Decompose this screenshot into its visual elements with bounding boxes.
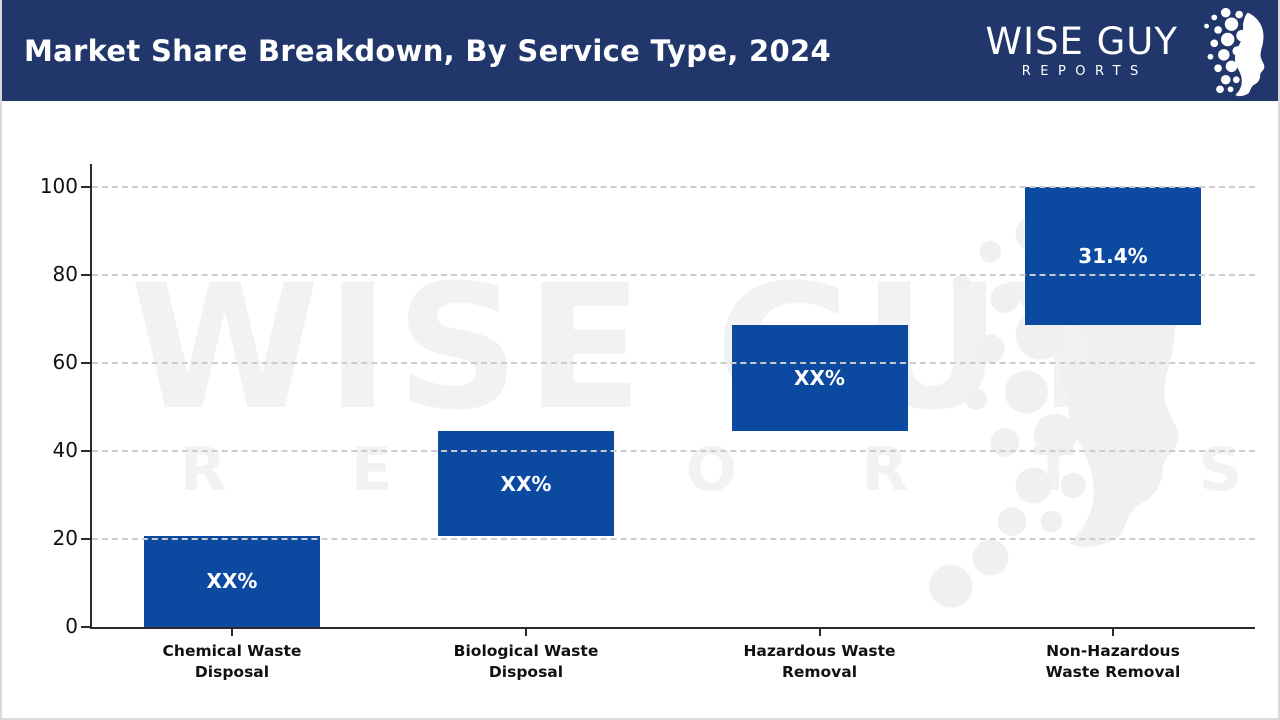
y-axis-tick bbox=[81, 274, 90, 276]
bar-value-label: 31.4% bbox=[1078, 244, 1148, 269]
gridline-40 bbox=[92, 450, 1255, 452]
x-axis-tick bbox=[231, 629, 233, 636]
x-axis-category-label: Non-Hazardous Waste Removal bbox=[1045, 642, 1181, 681]
y-axis-tick-label: 60 bbox=[52, 350, 78, 374]
logo-subtitle: REPORTS bbox=[1021, 64, 1148, 79]
gridline-20 bbox=[92, 538, 1255, 540]
wise-guy-reports-logo: WISE GUY REPORTS bbox=[986, 5, 1268, 97]
logo-wordmark: WISE GUY bbox=[985, 20, 1178, 63]
bar-4 bbox=[1025, 187, 1201, 326]
bar-3 bbox=[731, 325, 908, 432]
y-axis-spine bbox=[90, 164, 92, 629]
logo-text: WISE GUY REPORTS bbox=[986, 23, 1178, 78]
x-axis-category-label: Chemical Waste Disposal bbox=[162, 642, 302, 681]
header-band: Market Share Breakdown, By Service Type,… bbox=[2, 0, 1278, 101]
y-axis-tick-label: 0 bbox=[65, 614, 78, 638]
x-axis-tick bbox=[525, 629, 527, 636]
gridline-60 bbox=[92, 362, 1255, 364]
page-title: Market Share Breakdown, By Service Type,… bbox=[24, 33, 831, 68]
dotted-face-profile-icon bbox=[1204, 7, 1265, 96]
y-axis-tick bbox=[81, 450, 90, 452]
bar-1 bbox=[144, 535, 320, 627]
y-axis-tick-label: 20 bbox=[52, 526, 78, 550]
y-axis-tick-label: 80 bbox=[52, 262, 78, 286]
y-axis-tick bbox=[81, 538, 90, 540]
y-axis-tick-label: 100 bbox=[39, 174, 78, 198]
x-axis-tick bbox=[1112, 629, 1114, 636]
y-axis-tick-label: 40 bbox=[52, 438, 78, 462]
x-axis-tick bbox=[818, 629, 821, 636]
bar-value-label: XX% bbox=[500, 471, 552, 496]
bar-value-label: XX% bbox=[206, 569, 258, 594]
gridline-80 bbox=[92, 274, 1255, 276]
x-axis-category-label: Hazardous Waste Removal bbox=[743, 642, 896, 681]
gridline-100 bbox=[92, 186, 1255, 188]
bar-value-label: XX% bbox=[794, 366, 845, 391]
x-axis-category-label: Biological Waste Disposal bbox=[453, 642, 599, 681]
x-axis-spine bbox=[90, 627, 1255, 629]
y-axis-tick bbox=[81, 186, 90, 188]
y-axis-tick bbox=[81, 626, 90, 628]
y-axis-tick bbox=[81, 362, 90, 364]
bar-2 bbox=[438, 431, 614, 536]
